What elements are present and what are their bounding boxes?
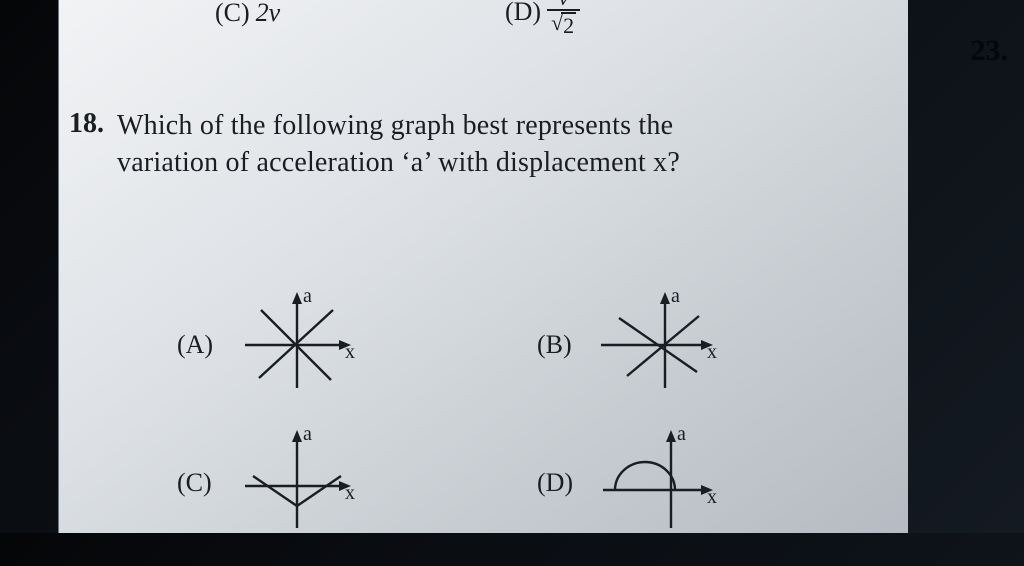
x-axis-label: x [345, 341, 355, 363]
y-axis-label: a [671, 290, 680, 307]
option-b: (B) a x [537, 290, 717, 400]
margin-question-number: 23. [971, 34, 1009, 68]
option-a: (A) a x [177, 290, 357, 400]
prev-option-c-label: (C) [215, 0, 250, 28]
option-d: (D) a x [537, 428, 717, 538]
x-axis-label: x [345, 482, 355, 504]
option-c-label: (C) [177, 468, 223, 498]
option-b-diagram: a x [597, 290, 717, 400]
question-text: Which of the following graph best repres… [117, 108, 897, 182]
option-d-label: (D) [537, 468, 583, 498]
prev-option-d-label: (D) [505, 0, 541, 27]
option-c: (C) a x [177, 428, 357, 538]
prev-question-options-row: (C) 2v (D) v √ 2 [129, 0, 870, 46]
option-a-label: (A) [177, 330, 223, 360]
prev-option-d-fraction: v √ 2 [547, 0, 580, 38]
options-row-2: (C) a x (D) [177, 428, 857, 538]
option-a-diagram: a x [237, 290, 357, 400]
question-18: 18. Which of the following graph best re… [117, 108, 897, 182]
x-axis-label: x [707, 486, 717, 508]
square-root: √ 2 [551, 12, 576, 38]
option-d-diagram: a x [597, 428, 717, 538]
page-surface: (C) 2v (D) v √ 2 18. Which of the follow… [58, 0, 908, 533]
option-b-label: (B) [537, 330, 583, 360]
options-row-1: (A) a x (B) [177, 290, 857, 400]
y-axis-label: a [677, 428, 686, 445]
prev-option-c-value: 2v [256, 0, 281, 28]
y-axis-label: a [303, 428, 312, 445]
x-axis-label: x [707, 341, 717, 363]
fraction-denominator: √ 2 [547, 9, 580, 38]
y-axis-label: a [303, 290, 312, 307]
question-text-line2: variation of acceleration ‘a’ with displ… [117, 147, 680, 178]
fraction-numerator: v [555, 0, 573, 9]
radicand: 2 [561, 12, 576, 38]
question-number: 18. [69, 108, 104, 140]
prev-option-c: (C) 2v [215, 0, 280, 28]
question-text-line1: Which of the following graph best repres… [117, 110, 673, 141]
option-c-diagram: a x [237, 428, 357, 538]
answer-options-group: (A) a x (B) [177, 290, 857, 566]
prev-option-d: (D) v √ 2 [505, 0, 580, 38]
